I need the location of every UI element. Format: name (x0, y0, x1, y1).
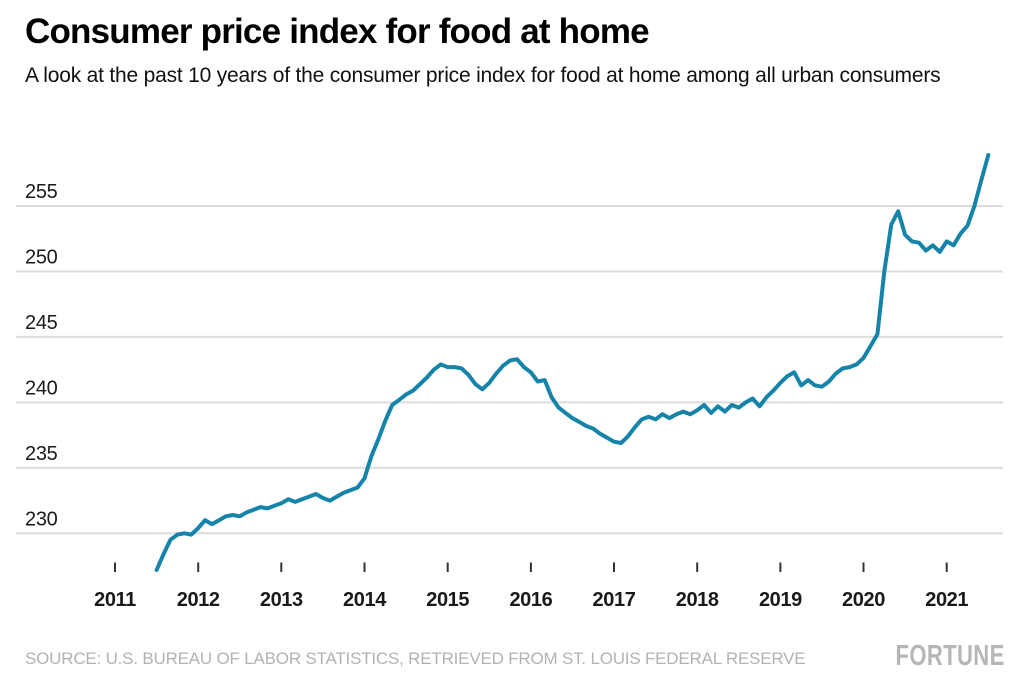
cpi-series (154, 153, 991, 572)
chart-title: Consumer price index for food at home (25, 12, 650, 51)
x-tick-label: 2015 (426, 589, 469, 611)
y-tick-label: 240 (25, 377, 58, 399)
x-tick-label: 2011 (94, 589, 136, 611)
x-tick-label: 2018 (676, 589, 719, 611)
y-tick-label: 250 (25, 247, 58, 269)
x-tick-label: 2012 (177, 589, 220, 611)
x-tick-label: 2013 (260, 589, 303, 611)
gridlines (16, 205, 1003, 535)
x-axis-labels: 2011 2012 2013 2014 2015 2016 2017 2018 2019 2020… (94, 589, 969, 611)
x-tick-label: 2014 (343, 589, 387, 611)
x-axis-ticks (114, 562, 948, 572)
y-tick-label: 255 (25, 181, 58, 203)
y-tick-label: 230 (25, 508, 58, 530)
chart-subtitle: A look at the past 10 years of the consu… (25, 64, 941, 87)
x-tick-label: 2020 (842, 589, 885, 611)
y-tick-label: 235 (25, 443, 58, 465)
y-tick-label: 245 (25, 312, 58, 334)
x-tick-label: 2019 (759, 589, 802, 611)
x-tick-label: 2021 (925, 589, 968, 611)
x-tick-label: 2017 (593, 589, 636, 611)
x-tick-label: 2016 (509, 589, 552, 611)
y-axis-labels: 230 235 240 245 250 255 (25, 181, 58, 530)
fortune-logo: FORTUNE (895, 640, 1005, 672)
cpi-line (154, 153, 991, 572)
source-note: SOURCE: U.S. BUREAU OF LABOR STATISTICS,… (25, 649, 806, 668)
